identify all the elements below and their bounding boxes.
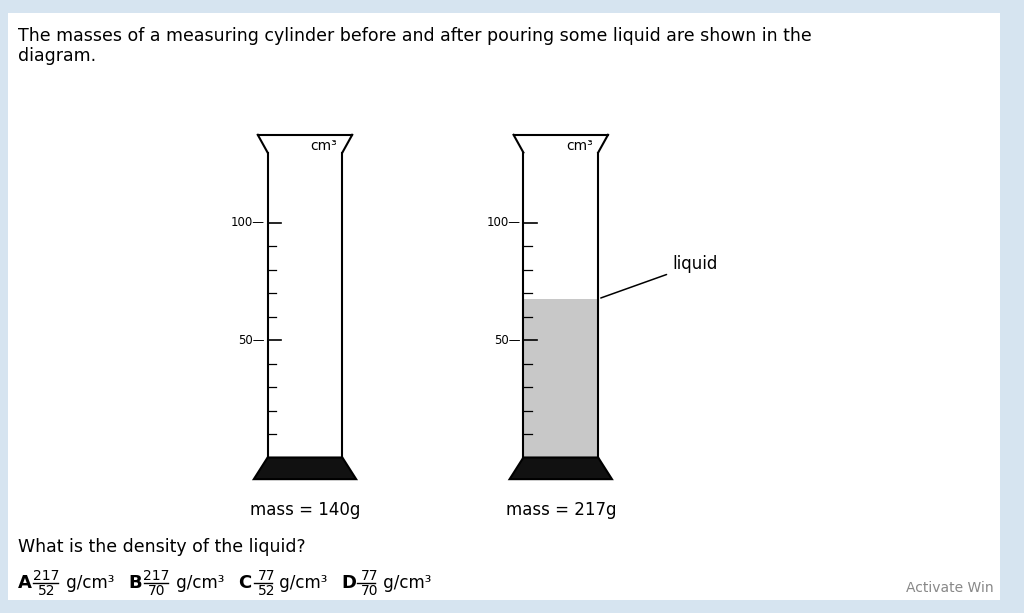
Text: 52: 52 bbox=[38, 584, 55, 598]
Text: Activate Win: Activate Win bbox=[906, 581, 993, 595]
Text: What is the density of the liquid?: What is the density of the liquid? bbox=[17, 538, 305, 556]
Text: The masses of a measuring cylinder before and after pouring some liquid are show: The masses of a measuring cylinder befor… bbox=[17, 26, 811, 66]
Text: cm³: cm³ bbox=[566, 139, 593, 153]
Text: 50—: 50— bbox=[494, 333, 520, 347]
Text: C: C bbox=[239, 574, 251, 592]
Text: 50—: 50— bbox=[239, 333, 264, 347]
Text: 100—: 100— bbox=[230, 216, 264, 229]
Text: g/cm³: g/cm³ bbox=[274, 574, 328, 592]
Text: 70: 70 bbox=[147, 584, 165, 598]
Text: 100—: 100— bbox=[486, 216, 520, 229]
Polygon shape bbox=[254, 457, 356, 479]
Text: A: A bbox=[17, 574, 32, 592]
Text: g/cm³: g/cm³ bbox=[378, 574, 431, 592]
Text: mass = 217g: mass = 217g bbox=[506, 501, 616, 519]
Text: g/cm³: g/cm³ bbox=[61, 574, 115, 592]
Text: g/cm³: g/cm³ bbox=[171, 574, 224, 592]
Text: 52: 52 bbox=[258, 584, 275, 598]
Text: 77: 77 bbox=[258, 569, 275, 582]
FancyBboxPatch shape bbox=[8, 13, 999, 600]
Text: 70: 70 bbox=[361, 584, 379, 598]
Text: 217: 217 bbox=[143, 569, 170, 582]
Text: mass = 140g: mass = 140g bbox=[250, 501, 360, 519]
Text: 217: 217 bbox=[33, 569, 59, 582]
Text: B: B bbox=[128, 574, 141, 592]
Bar bbox=[524, 299, 597, 457]
Text: D: D bbox=[341, 574, 356, 592]
Text: liquid: liquid bbox=[601, 256, 718, 298]
Text: 77: 77 bbox=[361, 569, 379, 582]
Polygon shape bbox=[510, 457, 612, 479]
Text: cm³: cm³ bbox=[310, 139, 338, 153]
